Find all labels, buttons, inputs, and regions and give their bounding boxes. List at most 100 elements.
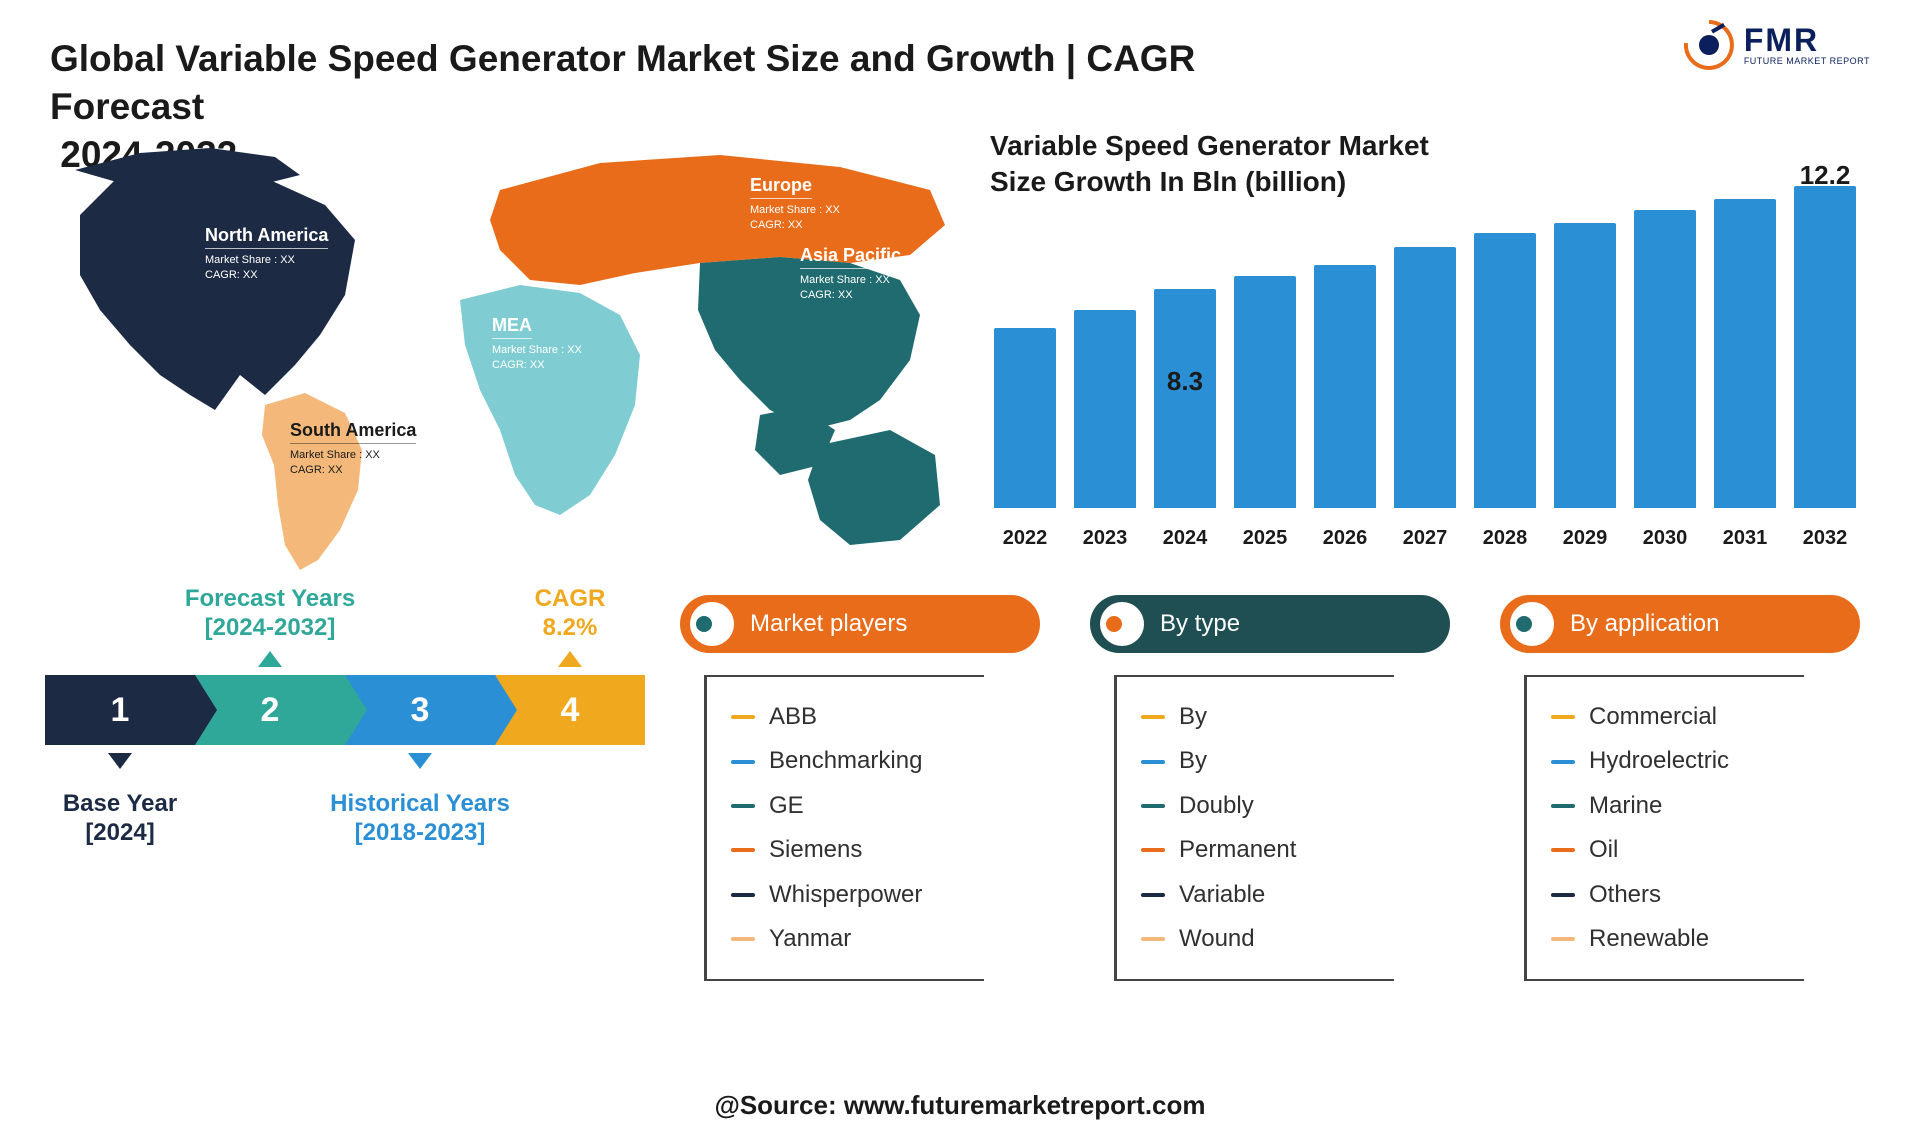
category-item: ABB: [731, 695, 984, 739]
bar-x-label: 2023: [1070, 527, 1140, 550]
bar-chart: Variable Speed Generator Market Size Gro…: [990, 110, 1860, 550]
category-item-text: Yanmar: [769, 917, 851, 961]
bar-col: [1390, 247, 1460, 508]
category-column: By application CommercialHydroelectricMar…: [1500, 595, 1860, 981]
pill-label: Market players: [750, 610, 907, 638]
tick-icon: [1141, 715, 1165, 719]
category-item-text: Benchmarking: [769, 739, 922, 783]
timeline-segment: 1: [45, 675, 195, 745]
chart-bar: [1234, 276, 1296, 508]
bar-col: [1630, 210, 1700, 508]
bar-x-label: 2022: [990, 527, 1060, 550]
category-item-text: Wound: [1179, 917, 1255, 961]
tick-icon: [1551, 715, 1575, 719]
category-item-text: Oil: [1589, 828, 1618, 872]
bar-x-label: 2026: [1310, 527, 1380, 550]
category-item-text: Others: [1589, 873, 1661, 917]
category-item-text: Marine: [1589, 784, 1662, 828]
category-item-text: Doubly: [1179, 784, 1254, 828]
chart-bar: [1794, 186, 1856, 508]
category-column: Market playersABBBenchmarkingGESiemensWh…: [680, 595, 1040, 981]
category-item: Oil: [1551, 828, 1804, 872]
chart-bar: [1714, 199, 1776, 508]
chart-bar: [1154, 289, 1216, 508]
category-item: By: [1141, 739, 1394, 783]
bar-col: 12.2: [1790, 186, 1860, 508]
region-label-ap: Asia PacificMarket Share : XXCAGR: XX: [800, 245, 901, 304]
bar-x-label: 2032: [1790, 527, 1860, 550]
chart-bar: [994, 328, 1056, 508]
timeline-segments: 1234: [45, 675, 645, 745]
category-item-text: ABB: [769, 695, 817, 739]
tick-icon: [1551, 848, 1575, 852]
timeline-arrow-icon: [258, 651, 282, 667]
bar-col: 8.3: [1150, 289, 1220, 508]
timeline-segment: 3: [345, 675, 495, 745]
tick-icon: [731, 804, 755, 808]
tick-icon: [1141, 848, 1165, 852]
category-pill: By application: [1500, 595, 1860, 653]
category-bracket: CommercialHydroelectricMarineOilOthersRe…: [1524, 675, 1804, 981]
category-item: Renewable: [1551, 917, 1804, 961]
category-item: Doubly: [1141, 784, 1394, 828]
timeline-label: Base Year[2024]: [20, 790, 220, 848]
pill-dot-icon: [1100, 602, 1144, 646]
chart-bar: [1074, 310, 1136, 508]
category-item-text: Hydroelectric: [1589, 739, 1729, 783]
bar-x-label: 2025: [1230, 527, 1300, 550]
bar-value-label: 12.2: [1800, 160, 1851, 191]
bar-col: [1470, 233, 1540, 508]
tick-icon: [731, 715, 755, 719]
category-item-text: Variable: [1179, 873, 1265, 917]
tick-icon: [731, 893, 755, 897]
region-label-na: North AmericaMarket Share : XXCAGR: XX: [205, 225, 328, 284]
category-item: Hydroelectric: [1551, 739, 1804, 783]
pill-dot-icon: [690, 602, 734, 646]
tick-icon: [1551, 937, 1575, 941]
bar-x-label: 2028: [1470, 527, 1540, 550]
category-item: Benchmarking: [731, 739, 984, 783]
chart-bar: [1554, 223, 1616, 508]
tick-icon: [1141, 937, 1165, 941]
category-item-text: Siemens: [769, 828, 862, 872]
category-item-text: By: [1179, 695, 1207, 739]
fmr-logo: FMR FUTURE MARKET REPORT: [1684, 20, 1870, 70]
tick-icon: [1551, 760, 1575, 764]
category-item-text: GE: [769, 784, 804, 828]
region-north-america: [80, 163, 355, 410]
tick-icon: [1551, 893, 1575, 897]
bar-col: [1550, 223, 1620, 508]
source-attribution: @Source: www.futuremarketreport.com: [0, 1090, 1920, 1121]
category-item: Permanent: [1141, 828, 1394, 872]
chart-x-labels: 2022202320242025202620272028202920302031…: [990, 527, 1860, 550]
tick-icon: [731, 760, 755, 764]
fmr-logo-icon: [1684, 20, 1734, 70]
category-item: By: [1141, 695, 1394, 739]
bar-x-label: 2030: [1630, 527, 1700, 550]
pill-dot-icon: [1510, 602, 1554, 646]
timeline-label: Historical Years[2018-2023]: [320, 790, 520, 848]
bar-x-label: 2024: [1150, 527, 1220, 550]
pill-label: By type: [1160, 610, 1240, 638]
chart-bar: [1634, 210, 1696, 508]
bar-col: [990, 328, 1060, 508]
chart-bars: 8.3 12.2: [990, 178, 1860, 508]
bar-x-label: 2027: [1390, 527, 1460, 550]
bar-col: [1710, 199, 1780, 508]
region-label-mea: MEAMarket Share : XXCAGR: XX: [492, 315, 582, 374]
category-item: GE: [731, 784, 984, 828]
category-item: Yanmar: [731, 917, 984, 961]
category-bracket: ByByDoublyPermanentVariableWound: [1114, 675, 1394, 981]
timeline-arrow-icon: [558, 651, 582, 667]
logo-text-main: FMR: [1744, 24, 1870, 56]
chart-bar: [1474, 233, 1536, 508]
category-column: By typeByByDoublyPermanentVariableWound: [1090, 595, 1450, 981]
chart-bar: [1314, 265, 1376, 508]
category-pill: By type: [1090, 595, 1450, 653]
pill-label: By application: [1570, 610, 1719, 638]
tick-icon: [731, 937, 755, 941]
category-item: Others: [1551, 873, 1804, 917]
timeline-label: Forecast Years[2024-2032]: [170, 585, 370, 643]
category-item: Commercial: [1551, 695, 1804, 739]
tick-icon: [731, 848, 755, 852]
